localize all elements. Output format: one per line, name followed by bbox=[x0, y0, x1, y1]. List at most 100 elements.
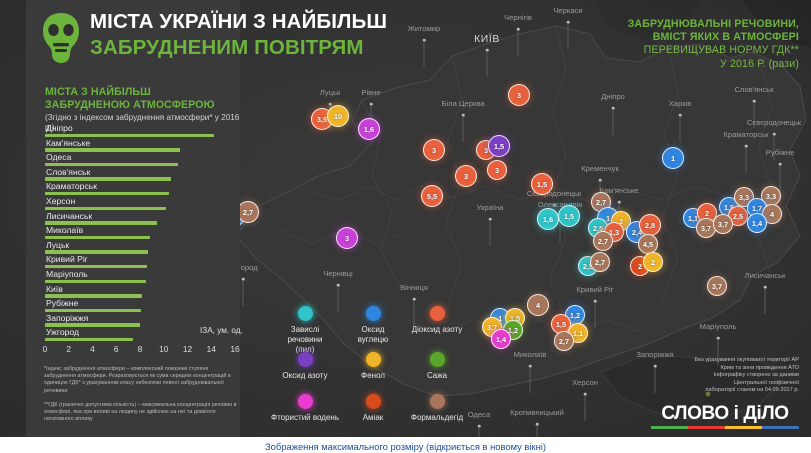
map-city-stem bbox=[779, 165, 781, 191]
map-city-dot bbox=[488, 217, 492, 221]
legend-color-dot bbox=[365, 306, 381, 321]
chart-bar bbox=[45, 294, 143, 298]
map-pollutant-bubble[interactable]: 3 bbox=[455, 165, 477, 187]
chart-subtitle: (Згідно з індексом забруднення атмосфери… bbox=[45, 113, 240, 133]
map-city-stem bbox=[679, 116, 681, 142]
legend-color-dot bbox=[297, 394, 313, 409]
map-city-stem bbox=[654, 367, 656, 393]
map-city-dot bbox=[369, 102, 373, 106]
chart-bar-row: Кам'янське bbox=[45, 138, 235, 154]
axis-tick-label: 10 bbox=[159, 344, 169, 354]
axis-tick-label: 0 bbox=[42, 344, 48, 354]
chart-bar-label: Рубіжне bbox=[46, 298, 79, 309]
logo-text: СЛОВО і ДіЛО bbox=[661, 403, 789, 424]
chart-bar-row: Дніпро bbox=[45, 123, 235, 139]
map-city-dot bbox=[422, 38, 426, 42]
chart-bar-row: Луцьк bbox=[45, 240, 235, 256]
legend-item[interactable]: Оксид вуглецю bbox=[336, 306, 410, 345]
chart-title-line-2: ЗАБРУДНЕНОЮ АТМОСФЕРОЮ bbox=[45, 98, 215, 111]
map-pollutant-bubble[interactable]: 1,6 bbox=[358, 118, 380, 140]
legend-color-dot bbox=[297, 352, 313, 367]
map-city-label: Луцьк bbox=[319, 88, 341, 97]
map-city-dot bbox=[653, 364, 657, 368]
map-pollutant-bubble[interactable]: 10 bbox=[327, 105, 349, 127]
map-city-dot bbox=[611, 106, 615, 110]
map-pollutant-bubble[interactable]: 5,5 bbox=[421, 185, 443, 207]
map-pollutant-bubble[interactable]: 2,7 bbox=[554, 331, 574, 351]
map-pollutant-bubble[interactable]: 2,7 bbox=[237, 201, 259, 223]
map-city-dot bbox=[535, 422, 539, 426]
map-pollutant-bubble[interactable]: 3 bbox=[423, 139, 445, 161]
map-pollutant-bubble[interactable]: 3 bbox=[508, 84, 530, 106]
right-header-line-1: ЗАБРУДНЮВАЛЬНІ РЕЧОВИНИ, bbox=[627, 18, 799, 30]
map-city-dot bbox=[412, 297, 416, 301]
map-city-dot bbox=[598, 178, 602, 182]
map-pollutant-bubble[interactable]: 3,7 bbox=[707, 276, 727, 296]
chart-bar-row: Слов'янськ bbox=[45, 167, 235, 183]
map-city-label: Ужгород bbox=[228, 263, 258, 272]
map-pollutant-bubble[interactable]: 3,7 bbox=[696, 218, 716, 238]
map-pollutant-bubble[interactable]: 1 bbox=[662, 147, 684, 169]
legend-item[interactable]: Фтористий водень bbox=[268, 394, 342, 423]
map-pollutant-bubble[interactable]: 3 bbox=[336, 227, 358, 249]
legend-item[interactable]: Формальдегід bbox=[400, 394, 474, 423]
map-pollutant-bubble[interactable]: 4,5 bbox=[638, 234, 658, 254]
map-city-label: Олександрія bbox=[537, 200, 583, 209]
map-pollutant-bubble[interactable]: 3 bbox=[487, 160, 507, 180]
chart-bar-row: Краматорськ bbox=[45, 181, 235, 197]
map-pollutant-bubble[interactable]: 1,4 bbox=[491, 329, 511, 349]
map-pollutant-bubble[interactable]: 2,7 bbox=[593, 231, 613, 251]
map-pollutant-bubble[interactable]: 1,5 bbox=[488, 135, 510, 157]
map-city-label: Миколаїв bbox=[513, 350, 547, 359]
chart-bar-label: Ужгород bbox=[46, 327, 80, 338]
map-city-dot bbox=[744, 144, 748, 148]
map-city-stem bbox=[717, 339, 719, 365]
chart-bar-label: Київ bbox=[46, 283, 63, 294]
map-city-label: Дніпро bbox=[601, 92, 625, 101]
chart-bar-row: Херсон bbox=[45, 196, 235, 212]
chart-bar-label: Лисичанськ bbox=[46, 210, 93, 221]
chart-bar bbox=[45, 221, 157, 225]
chart-bar-label: Миколаїв bbox=[46, 225, 84, 236]
map-city-label: Вінниця bbox=[400, 283, 428, 292]
map-city-dot bbox=[566, 20, 570, 24]
chart-bar bbox=[45, 235, 150, 240]
map-city-dot bbox=[328, 102, 332, 106]
legend-color-dot bbox=[429, 352, 445, 367]
map-city-stem bbox=[773, 135, 775, 161]
chart-bar-row: Миколаїв bbox=[45, 225, 235, 241]
image-caption[interactable]: Зображення максимального розміру (відкри… bbox=[0, 437, 811, 453]
map-pollutant-bubble[interactable]: 2 bbox=[643, 252, 663, 272]
map-city-label: Рубіжне bbox=[765, 148, 795, 157]
disclaimer-line-5: лабораторії станом на 04.09.2017 р. bbox=[705, 387, 799, 394]
legend-item[interactable]: Завислі речовини (пил) bbox=[268, 306, 342, 355]
right-header: ЗАБРУДНЮВАЛЬНІ РЕЧОВИНИ, ВМІСТ ЯКИХ В АТ… bbox=[553, 18, 799, 71]
chart-bar-label: Кривий Ріг bbox=[46, 254, 88, 265]
map-pollutant-bubble[interactable]: 1,6 bbox=[537, 208, 559, 230]
legend-item[interactable]: Діоксид азоту bbox=[400, 306, 474, 335]
chart-bar-label: Одеса bbox=[46, 152, 72, 163]
legend-item[interactable]: Сажа bbox=[400, 352, 474, 381]
axis-tick-label: 2 bbox=[66, 344, 72, 354]
map-pollutant-bubble[interactable]: 4 bbox=[527, 294, 549, 316]
map-city-stem bbox=[612, 109, 614, 135]
map-pollutant-bubble[interactable]: 3,7 bbox=[713, 214, 733, 234]
map-city-label: Краматорськ bbox=[723, 130, 769, 139]
main-header: МІСТА УКРАЇНИ З НАЙБІЛЬШ ЗАБРУДНЕНИМ ПОВ… bbox=[38, 8, 458, 70]
map-city-dot bbox=[485, 48, 489, 52]
chart-bar bbox=[45, 250, 149, 254]
legend-label: Формальдегід bbox=[410, 413, 464, 422]
legend-label: Аміак bbox=[362, 413, 384, 422]
legend-item[interactable]: Аміак bbox=[336, 394, 410, 423]
map-pollutant-bubble[interactable]: 2,7 bbox=[590, 252, 610, 272]
legend-item[interactable]: Оксид азоту bbox=[268, 352, 342, 381]
map-pollutant-bubble[interactable]: 2,8 bbox=[639, 214, 661, 236]
header-line-1: МІСТА УКРАЇНИ З НАЙБІЛЬШ bbox=[90, 10, 388, 33]
map-pollutant-bubble[interactable]: 1,5 bbox=[551, 314, 571, 334]
map-pollutant-bubble[interactable]: 1,5 bbox=[531, 173, 553, 195]
chart-bar bbox=[45, 162, 178, 167]
map-pollutant-bubble[interactable]: 1,5 bbox=[558, 205, 580, 227]
legend-item[interactable]: Фенол bbox=[336, 352, 410, 381]
map-pollutant-bubble[interactable]: 1,4 bbox=[747, 213, 767, 233]
chart-bar-row: Київ bbox=[45, 283, 235, 300]
